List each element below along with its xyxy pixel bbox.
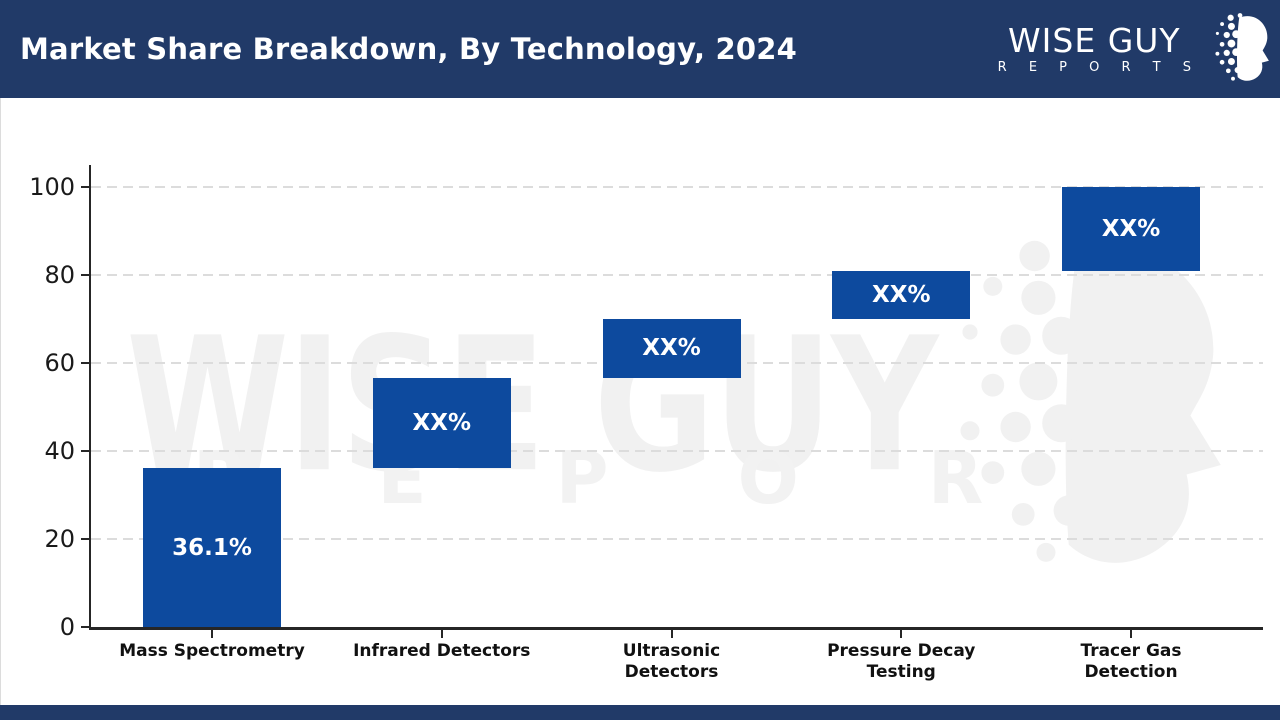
bar: XX% <box>602 318 741 378</box>
y-tick <box>81 538 89 540</box>
category-label-line: Infrared Detectors <box>353 641 531 661</box>
logo-head-icon <box>1215 13 1269 81</box>
watermark-head-icon <box>960 233 1221 563</box>
category-label-line: Pressure Decay <box>827 641 976 661</box>
y-axis-spine <box>89 165 91 629</box>
category-label: Infrared Detectors <box>322 641 562 662</box>
bar-value-label: 36.1% <box>172 534 252 561</box>
y-tick-label: 60 <box>44 349 75 377</box>
bar: XX% <box>1062 187 1200 271</box>
bar-value-label: XX% <box>412 410 471 437</box>
bar-value-label: XX% <box>871 282 931 309</box>
bar: XX% <box>832 271 971 319</box>
logo-wordmark-block: WISE GUY R E P O R T S <box>989 20 1200 75</box>
category-label: Tracer Gas Detection <box>1011 641 1251 683</box>
gridline <box>91 274 1263 276</box>
x-tick <box>670 630 673 638</box>
y-tick <box>81 450 89 452</box>
bar-value-label: XX% <box>642 335 701 362</box>
bar: 36.1% <box>143 468 281 627</box>
gridline <box>91 186 1263 188</box>
y-tick <box>81 186 89 188</box>
x-tick <box>211 630 213 638</box>
header-bar: Market Share Breakdown, By Technology, 2… <box>0 0 1280 98</box>
category-label-line: Ultrasonic <box>622 641 721 661</box>
y-tick <box>81 274 89 276</box>
y-tick-label: 40 <box>44 437 75 465</box>
x-tick <box>1130 630 1132 638</box>
y-tick-label: 20 <box>44 525 75 553</box>
page-title: Market Share Breakdown, By Technology, 2… <box>20 32 798 66</box>
y-tick <box>81 362 89 364</box>
wise-guy-logo: WISE GUY R E P O R T S <box>989 0 1272 98</box>
y-tick-label: 100 <box>29 173 75 201</box>
category-label: Mass Spectrometry <box>92 641 332 662</box>
bar-value-label: XX% <box>1101 215 1161 242</box>
category-label-line: Detection <box>1084 662 1178 682</box>
gridline <box>91 450 1263 452</box>
x-axis-spine <box>89 627 1263 630</box>
category-label-line: Detectors <box>624 662 719 682</box>
y-tick <box>81 626 89 628</box>
logo-reports-text: R E P O R T S <box>997 59 1200 75</box>
category-label: Pressure Decay Testing <box>781 641 1021 683</box>
logo-wordmark: WISE GUY <box>1008 20 1181 60</box>
category-label-line: Testing <box>866 662 936 682</box>
x-tick <box>900 630 903 638</box>
gridline <box>91 538 1263 540</box>
footer-bar <box>0 705 1280 720</box>
y-tick-label: 80 <box>44 261 75 289</box>
category-label-line: Mass Spectrometry <box>119 641 305 661</box>
chart-area: WISE GUY R E P O R T S 0 20 40 60 80 100 36.1%… <box>0 98 1280 706</box>
bar: XX% <box>372 378 511 469</box>
x-tick <box>440 630 443 638</box>
category-label-line: Tracer Gas <box>1080 641 1182 661</box>
y-tick-label: 0 <box>59 613 75 641</box>
category-label: Ultrasonic Detectors <box>552 641 792 683</box>
